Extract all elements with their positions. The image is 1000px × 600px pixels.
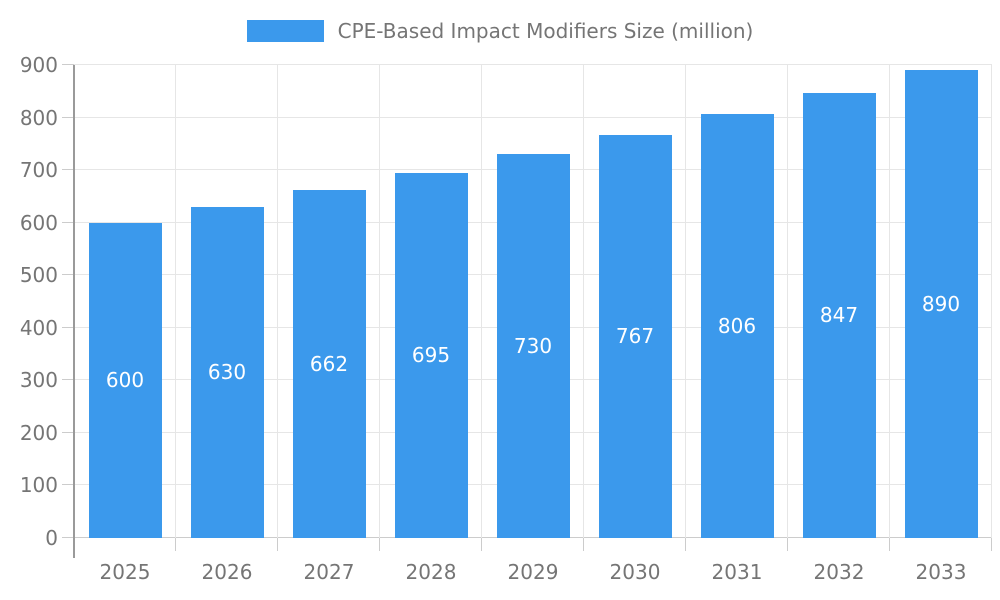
bar: 890 bbox=[904, 70, 978, 538]
v-gridline bbox=[583, 65, 584, 538]
x-tick bbox=[787, 538, 788, 551]
y-axis-label: 700 bbox=[19, 158, 58, 183]
legend-swatch bbox=[246, 20, 324, 42]
y-tick bbox=[62, 484, 74, 486]
y-tick bbox=[62, 221, 74, 223]
bar: 695 bbox=[394, 172, 468, 538]
v-gridline bbox=[481, 65, 482, 538]
y-tick bbox=[62, 116, 74, 118]
bar: 767 bbox=[598, 134, 672, 538]
v-gridline bbox=[175, 65, 176, 538]
y-axis-label: 100 bbox=[19, 473, 58, 498]
v-gridline bbox=[991, 65, 992, 538]
y-tick bbox=[62, 431, 74, 433]
bar: 662 bbox=[292, 190, 366, 538]
y-tick bbox=[62, 274, 74, 276]
legend-label: CPE-Based Impact Modifiers Size (million… bbox=[337, 19, 754, 43]
bar: 600 bbox=[88, 222, 162, 538]
y-axis-label: 600 bbox=[19, 210, 58, 235]
bar-value-label: 890 bbox=[921, 292, 961, 317]
y-axis-label: 300 bbox=[19, 368, 58, 393]
h-gridline bbox=[74, 116, 992, 118]
x-tick bbox=[481, 538, 482, 551]
x-tick bbox=[991, 538, 992, 551]
y-axis-label: 0 bbox=[45, 526, 58, 550]
y-axis-label: 900 bbox=[19, 53, 58, 77]
bar-value-label: 730 bbox=[513, 334, 553, 359]
y-axis-label: 200 bbox=[19, 420, 58, 445]
bar-value-label: 695 bbox=[411, 343, 451, 368]
v-gridline bbox=[889, 65, 890, 538]
y-tick bbox=[62, 379, 74, 381]
legend: CPE-Based Impact Modifiers Size (million… bbox=[0, 19, 1000, 43]
bar: 847 bbox=[802, 92, 876, 538]
bar-value-label: 806 bbox=[717, 314, 757, 339]
v-gridline bbox=[379, 65, 380, 538]
bar-value-label: 662 bbox=[309, 352, 349, 377]
bar-value-label: 767 bbox=[615, 324, 655, 349]
x-tick bbox=[277, 538, 278, 551]
x-tick bbox=[889, 538, 890, 551]
x-axis-label: 2032 bbox=[813, 560, 865, 584]
y-tick bbox=[62, 537, 74, 538]
bar: 730 bbox=[496, 154, 570, 538]
x-tick bbox=[175, 538, 176, 551]
x-tick bbox=[379, 538, 380, 551]
x-axis-label: 2026 bbox=[201, 560, 253, 584]
x-axis-label: 2025 bbox=[99, 560, 151, 584]
h-gridline bbox=[74, 64, 992, 65]
bar-value-label: 600 bbox=[105, 368, 145, 393]
x-axis-label: 2033 bbox=[915, 560, 967, 584]
y-axis-label: 500 bbox=[19, 263, 58, 288]
x-tick bbox=[685, 538, 686, 551]
bar-value-label: 630 bbox=[207, 360, 247, 385]
x-axis-label: 2029 bbox=[507, 560, 559, 584]
x-tick bbox=[583, 538, 584, 551]
x-axis-label: 2030 bbox=[609, 560, 661, 584]
y-axis-label: 800 bbox=[19, 105, 58, 130]
v-gridline bbox=[787, 65, 788, 538]
y-tick bbox=[62, 326, 74, 328]
x-axis-label: 2028 bbox=[405, 560, 457, 584]
y-tick bbox=[62, 64, 74, 65]
bar: 806 bbox=[700, 114, 774, 538]
bar: 630 bbox=[190, 206, 264, 538]
v-gridline bbox=[277, 65, 278, 538]
x-axis-label: 2031 bbox=[711, 560, 763, 584]
y-axis-line bbox=[73, 65, 75, 558]
x-axis-label: 2027 bbox=[303, 560, 355, 584]
y-tick bbox=[62, 169, 74, 171]
v-gridline bbox=[685, 65, 686, 538]
y-axis-label: 400 bbox=[19, 315, 58, 340]
bar-value-label: 847 bbox=[819, 303, 859, 328]
